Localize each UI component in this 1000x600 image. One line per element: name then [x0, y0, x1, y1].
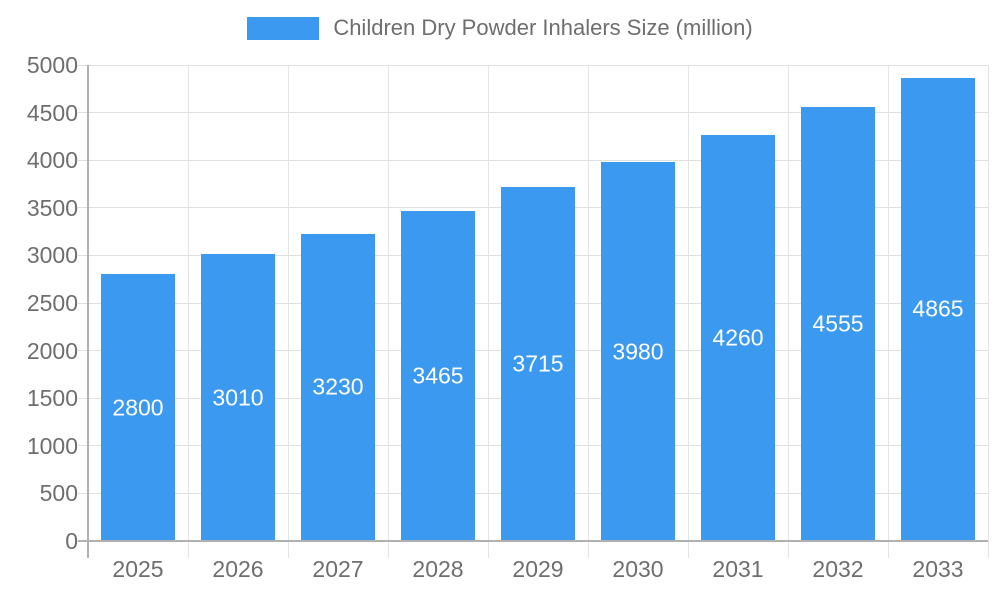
x-axis-tick-label: 2031	[712, 556, 764, 582]
bar-2029[interactable]: 3715	[501, 187, 575, 541]
legend[interactable]: Children Dry Powder Inhalers Size (milli…	[0, 13, 1000, 43]
y-axis-tick-label: 500	[39, 480, 78, 507]
x-axis-tick-label: 2030	[612, 556, 664, 582]
bar-value-label: 3465	[412, 362, 464, 389]
gridline-horizontal	[78, 64, 988, 66]
gridline-vertical	[787, 65, 789, 558]
gridline-horizontal	[78, 112, 988, 114]
x-axis-tick-label: 2033	[912, 556, 964, 582]
y-axis-tick-label: 3000	[26, 242, 78, 269]
gridline-horizontal	[78, 159, 988, 161]
gridline-vertical	[387, 65, 389, 558]
legend-swatch	[247, 16, 320, 40]
y-axis-tick-label: 4500	[26, 99, 78, 126]
bar-value-label: 3980	[612, 337, 664, 364]
bar-2027[interactable]: 3230	[301, 233, 375, 541]
x-axis-tick-label: 2032	[812, 556, 864, 582]
gridline-vertical	[587, 65, 589, 558]
bar-value-label: 4555	[812, 310, 864, 337]
gridline-vertical	[687, 65, 689, 558]
y-axis-tick-label: 3500	[26, 194, 78, 221]
gridline-vertical	[187, 65, 189, 558]
y-axis-tick-label: 2000	[26, 337, 78, 364]
y-axis-tick-label: 4000	[26, 147, 78, 174]
gridline-vertical	[987, 65, 989, 558]
bar-2030[interactable]: 3980	[601, 162, 675, 541]
plot-area: 2800 3010 3230 3465 3715 3980 4260 4555 4865	[78, 64, 989, 558]
bar-value-label: 3715	[512, 350, 564, 377]
gridline-vertical	[487, 65, 489, 558]
bar-2031[interactable]: 4260	[701, 135, 775, 541]
y-axis-tick-label: 0	[65, 528, 78, 554]
x-axis-line	[78, 540, 988, 542]
gridline-vertical	[287, 65, 289, 558]
y-axis-line	[86, 65, 89, 558]
x-axis-tick-label: 2025	[112, 556, 164, 582]
x-axis-tick-label: 2027	[312, 556, 364, 582]
bar-2032[interactable]: 4555	[801, 107, 875, 541]
gridline-vertical	[887, 65, 889, 558]
bar-2033[interactable]: 4865	[901, 77, 975, 541]
y-axis-tick-label: 1500	[26, 385, 78, 412]
bar-value-label: 4260	[712, 324, 764, 351]
bar-2026[interactable]: 3010	[201, 254, 275, 541]
x-axis-tick-label: 2026	[212, 556, 264, 582]
x-axis-tick-label: 2029	[512, 556, 564, 582]
y-axis-tick-label: 1000	[26, 432, 78, 459]
y-axis-tick-label: 2500	[26, 290, 78, 316]
bar-value-label: 3230	[312, 373, 364, 400]
y-axis-tick-label: 5000	[26, 52, 78, 78]
bar-2028[interactable]: 3465	[401, 211, 475, 541]
legend-label: Children Dry Powder Inhalers Size (milli…	[333, 15, 753, 40]
bar-value-label: 2800	[112, 394, 164, 421]
x-axis-tick-label: 2028	[412, 556, 464, 582]
bar-2025[interactable]: 2800	[101, 274, 175, 541]
bar-value-label: 3010	[212, 384, 264, 411]
bar-value-label: 4865	[912, 295, 964, 322]
